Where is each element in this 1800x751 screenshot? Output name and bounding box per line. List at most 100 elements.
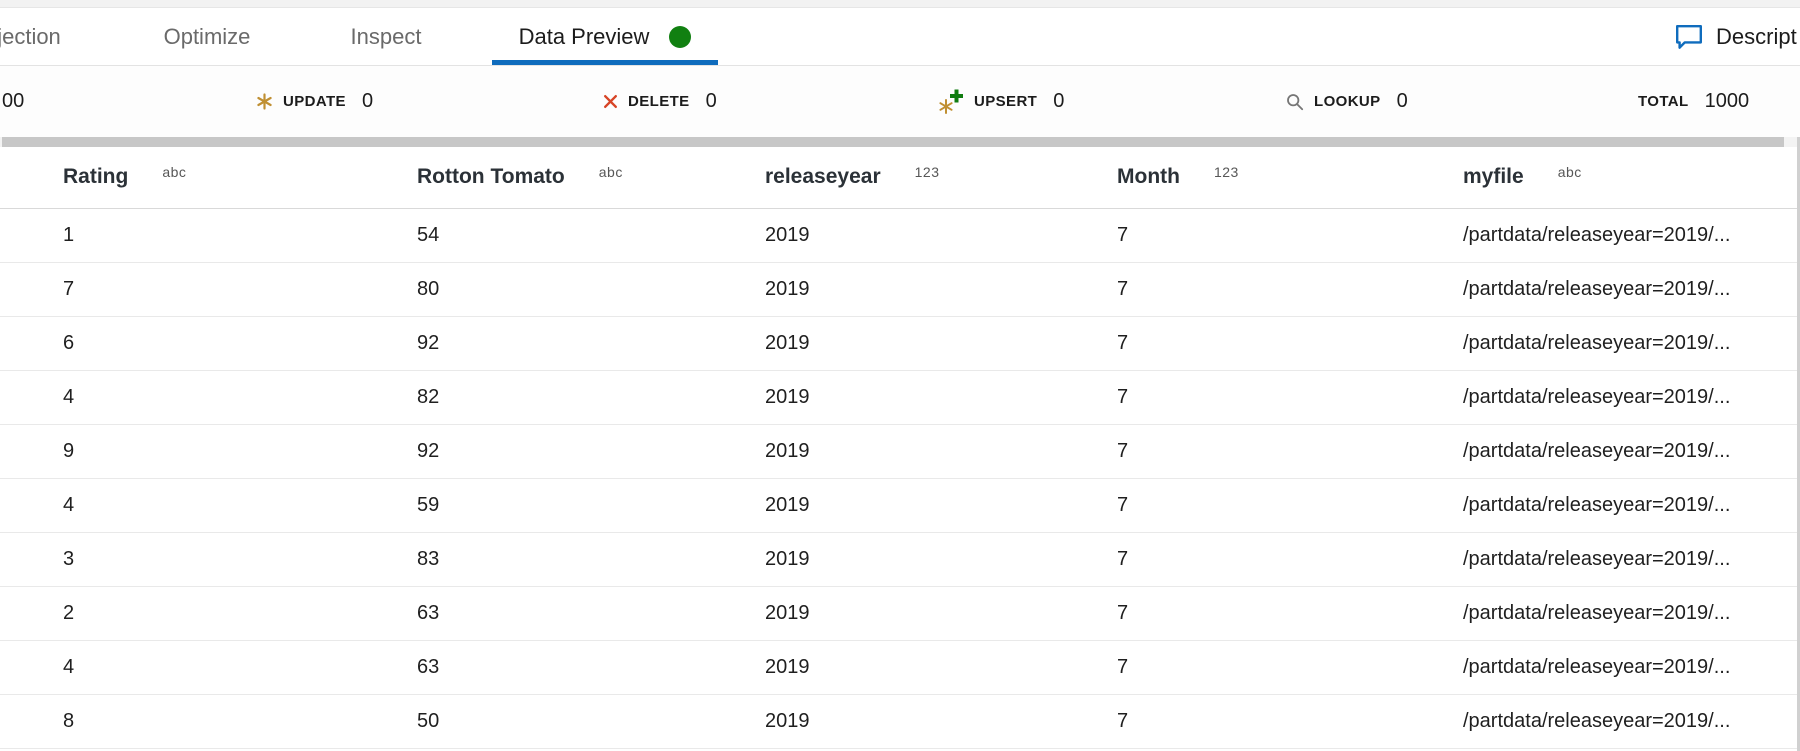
cell-rotton-tomato: 83 — [354, 532, 702, 587]
stat-value: 1000 — [1704, 90, 1750, 112]
stat-insert-partial: 00 — [2, 66, 24, 137]
cell-rotton-tomato: 80 — [354, 262, 702, 317]
cell-myfile: /partdata/releaseyear=2019/... — [1400, 262, 1797, 317]
table-row: 4 59 2019 7/partdata/releaseyear=2019/... — [0, 478, 1797, 533]
column-header-rotton-tomato[interactable]: Rotton Tomato abc — [354, 147, 702, 209]
data-preview-table: Rating abc Rotton Tomato abc releaseyear 123 M… — [0, 147, 1797, 749]
tab-projection[interactable]: jection — [0, 8, 61, 65]
data-ready-dot — [669, 25, 692, 48]
cell-releaseyear: 2019 — [702, 478, 1054, 533]
cell-myfile: /partdata/releaseyear=2019/... — [1400, 370, 1797, 425]
stat-value: 0 — [361, 90, 374, 112]
column-type-badge: 123 — [1213, 164, 1239, 181]
column-header-month[interactable]: Month 123 — [1054, 147, 1400, 209]
column-name: myfile — [1463, 165, 1524, 189]
magnifier-icon — [1286, 93, 1304, 111]
stat-label: DELETE — [628, 93, 690, 110]
cell-month: 7 — [1054, 370, 1400, 425]
vertical-scrollbar[interactable] — [1797, 137, 1800, 751]
cell-myfile: /partdata/releaseyear=2019/... — [1400, 478, 1797, 533]
cell-rating: 7 — [0, 262, 354, 317]
column-name: Month — [1117, 165, 1180, 189]
table-row: 2 63 2019 7/partdata/releaseyear=2019/... — [0, 586, 1797, 641]
cell-myfile: /partdata/releaseyear=2019/... — [1400, 208, 1797, 263]
tab-label: jection — [0, 23, 61, 49]
table-row: 4 82 2019 7/partdata/releaseyear=2019/... — [0, 370, 1797, 425]
table-row: 1 54 2019 7/partdata/releaseyear=2019/... — [0, 208, 1797, 263]
cell-month: 7 — [1054, 640, 1400, 695]
cell-releaseyear: 2019 — [702, 208, 1054, 263]
cell-month: 7 — [1054, 208, 1400, 263]
column-name: Rotton Tomato — [417, 165, 565, 189]
cell-rotton-tomato: 63 — [354, 586, 702, 641]
table-body: 1 54 2019 7/partdata/releaseyear=2019/... 7 8… — [0, 208, 1797, 749]
tab-label: Inspect — [350, 23, 422, 49]
stat-label: TOTAL — [1638, 93, 1689, 110]
cell-rating: 9 — [0, 424, 354, 479]
cell-rating: 3 — [0, 532, 354, 587]
cell-releaseyear: 2019 — [702, 586, 1054, 641]
column-header-releaseyear[interactable]: releaseyear 123 — [702, 147, 1054, 209]
stats-bar: 00 UPDATE 0 DELETE 0 — [0, 66, 1800, 137]
stat-value: 0 — [1396, 90, 1408, 112]
cell-rotton-tomato: 63 — [354, 640, 702, 695]
table-row: 4 63 2019 7/partdata/releaseyear=2019/... — [0, 640, 1797, 695]
asterisk-icon — [256, 93, 273, 110]
horizontal-scrollbar[interactable] — [0, 137, 1800, 147]
table-row: 8 50 2019 7/partdata/releaseyear=2019/... — [0, 694, 1797, 749]
cell-rating: 4 — [0, 640, 354, 695]
cell-rating: 1 — [0, 208, 354, 263]
stat-upsert: UPSERT 0 — [938, 66, 1064, 137]
cell-rating: 4 — [0, 370, 354, 425]
column-header-myfile[interactable]: myfile abc — [1400, 147, 1797, 209]
insert-count: 00 — [2, 90, 25, 112]
cell-rotton-tomato: 50 — [354, 694, 702, 749]
tab-bar: jection Optimize Inspect Data Preview De… — [0, 8, 1800, 66]
cell-month: 7 — [1054, 694, 1400, 749]
x-icon — [603, 94, 618, 109]
cell-rating: 8 — [0, 694, 354, 749]
stat-update: UPDATE 0 — [256, 66, 373, 137]
cell-rotton-tomato: 82 — [354, 370, 702, 425]
cell-myfile: /partdata/releaseyear=2019/... — [1400, 640, 1797, 695]
cell-releaseyear: 2019 — [702, 370, 1054, 425]
cell-rotton-tomato: 54 — [354, 208, 702, 263]
description-button[interactable]: Descript — [1674, 8, 1797, 65]
stat-label: UPSERT — [974, 93, 1038, 110]
tab-data-preview[interactable]: Data Preview — [492, 8, 718, 65]
column-name: Rating — [63, 165, 129, 189]
cell-myfile: /partdata/releaseyear=2019/... — [1400, 316, 1797, 371]
table-header-row: Rating abc Rotton Tomato abc releaseyear 123 M… — [0, 147, 1797, 209]
tab-label: Data Preview — [518, 23, 650, 49]
column-type-badge: 123 — [914, 164, 940, 181]
column-header-rating[interactable]: Rating abc — [0, 147, 354, 209]
data-preview-table-wrap: Rating abc Rotton Tomato abc releaseyear 123 M… — [0, 147, 1800, 749]
stat-total: TOTAL 1000 — [1638, 66, 1749, 137]
cell-month: 7 — [1054, 316, 1400, 371]
horizontal-scrollbar-thumb[interactable] — [2, 137, 1784, 147]
stat-value: 0 — [705, 90, 717, 112]
cell-rotton-tomato: 59 — [354, 478, 702, 533]
cell-month: 7 — [1054, 424, 1400, 479]
cell-releaseyear: 2019 — [702, 424, 1054, 479]
column-name: releaseyear — [765, 165, 881, 189]
cell-myfile: /partdata/releaseyear=2019/... — [1400, 424, 1797, 479]
tab-optimize[interactable]: Optimize — [152, 8, 262, 65]
cell-rating: 4 — [0, 478, 354, 533]
table-row: 9 92 2019 7/partdata/releaseyear=2019/... — [0, 424, 1797, 479]
table-row: 3 83 2019 7/partdata/releaseyear=2019/... — [0, 532, 1797, 587]
cell-releaseyear: 2019 — [702, 532, 1054, 587]
asterisk-plus-icon — [938, 88, 964, 115]
cell-month: 7 — [1054, 478, 1400, 533]
column-type-badge: abc — [1557, 164, 1582, 181]
stat-label: LOOKUP — [1314, 93, 1381, 110]
cell-myfile: /partdata/releaseyear=2019/... — [1400, 586, 1797, 641]
cell-rating: 6 — [0, 316, 354, 371]
tab-inspect[interactable]: Inspect — [340, 8, 432, 65]
cell-month: 7 — [1054, 586, 1400, 641]
window-top-strip — [0, 0, 1800, 8]
column-type-badge: abc — [598, 164, 623, 181]
cell-releaseyear: 2019 — [702, 262, 1054, 317]
table-row: 6 92 2019 7/partdata/releaseyear=2019/... — [0, 316, 1797, 371]
